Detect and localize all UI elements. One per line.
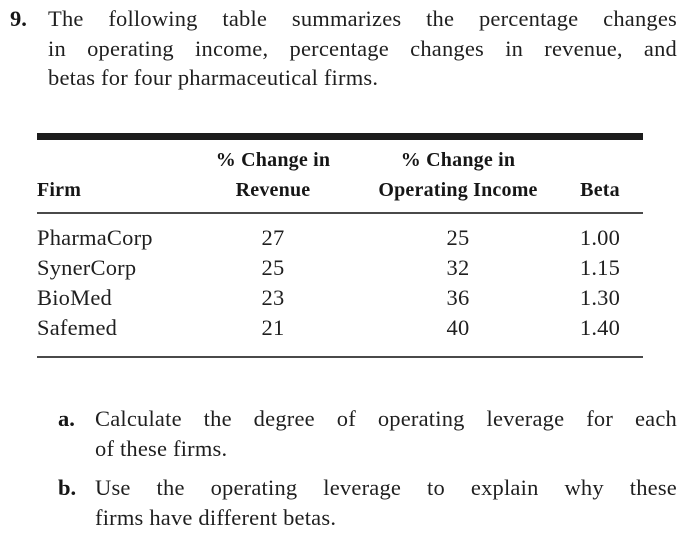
header-row-bottom: Firm Revenue Operating Income Beta bbox=[37, 175, 643, 214]
firms-data-table: % Change in % Change in Firm Revenue Ope… bbox=[37, 133, 643, 358]
intro-line-2: in operating income, percentage changes … bbox=[48, 35, 677, 61]
subquestion-a-line-2: of these firms. bbox=[95, 435, 228, 461]
cell-beta: 1.00 bbox=[579, 225, 621, 250]
cell-operating-income: 25 bbox=[446, 225, 470, 250]
cell-firm: PharmaCorp bbox=[37, 225, 153, 250]
subquestion-b-line-2: firms have different betas. bbox=[95, 504, 337, 530]
problem-number: 9. bbox=[10, 6, 27, 31]
cell-firm: SynerCorp bbox=[37, 255, 137, 280]
subquestion-b-text: Use the operating leverage to explain wh… bbox=[95, 473, 677, 532]
cell-operating-income: 32 bbox=[446, 255, 470, 280]
subquestion-a-line-1: Calculate the degree of operating levera… bbox=[95, 406, 677, 431]
col-header-revenue-line2: Revenue bbox=[187, 175, 359, 214]
intro-paragraph: The following table summarizes the perce… bbox=[48, 4, 677, 93]
col-header-operating-income-line1: % Change in bbox=[400, 149, 516, 171]
intro-line-3: betas for four pharmaceutical firms. bbox=[48, 65, 379, 90]
cell-beta: 1.15 bbox=[579, 255, 621, 280]
header-spacer bbox=[557, 140, 643, 175]
intro-line-1: The following table summarizes the perce… bbox=[48, 6, 677, 31]
cell-operating-income: 40 bbox=[359, 313, 557, 358]
subquestion-b-label: b. bbox=[58, 475, 77, 500]
header-row-top: % Change in % Change in bbox=[37, 140, 643, 175]
subquestion-b-line-1: Use the operating leverage to explain wh… bbox=[95, 475, 677, 500]
table-row: SynerCorp 25 32 1.15 bbox=[37, 253, 643, 283]
cell-beta: 1.40 bbox=[557, 313, 643, 358]
col-header-beta: Beta bbox=[557, 175, 643, 214]
col-header-revenue-line1: % Change in bbox=[215, 149, 331, 171]
firms-table: % Change in % Change in Firm Revenue Ope… bbox=[37, 140, 643, 358]
table-row: PharmaCorp 27 25 1.00 bbox=[37, 213, 643, 253]
subquestion-a-label: a. bbox=[58, 406, 75, 431]
cell-operating-income: 36 bbox=[446, 285, 470, 310]
cell-revenue: 25 bbox=[261, 255, 285, 280]
col-header-firm: Firm bbox=[37, 175, 187, 214]
cell-revenue: 27 bbox=[261, 225, 285, 250]
cell-beta: 1.30 bbox=[579, 285, 621, 310]
cell-revenue: 21 bbox=[187, 313, 359, 358]
subquestion-a-text: Calculate the degree of operating levera… bbox=[95, 404, 677, 463]
col-header-operating-income-line2: Operating Income bbox=[359, 175, 557, 214]
cell-firm: Safemed bbox=[37, 313, 187, 358]
table-row: BioMed 23 36 1.30 bbox=[37, 283, 643, 313]
cell-firm: BioMed bbox=[37, 285, 112, 310]
cell-revenue: 23 bbox=[261, 285, 285, 310]
header-spacer bbox=[37, 140, 187, 175]
table-row: Safemed 21 40 1.40 bbox=[37, 313, 643, 358]
